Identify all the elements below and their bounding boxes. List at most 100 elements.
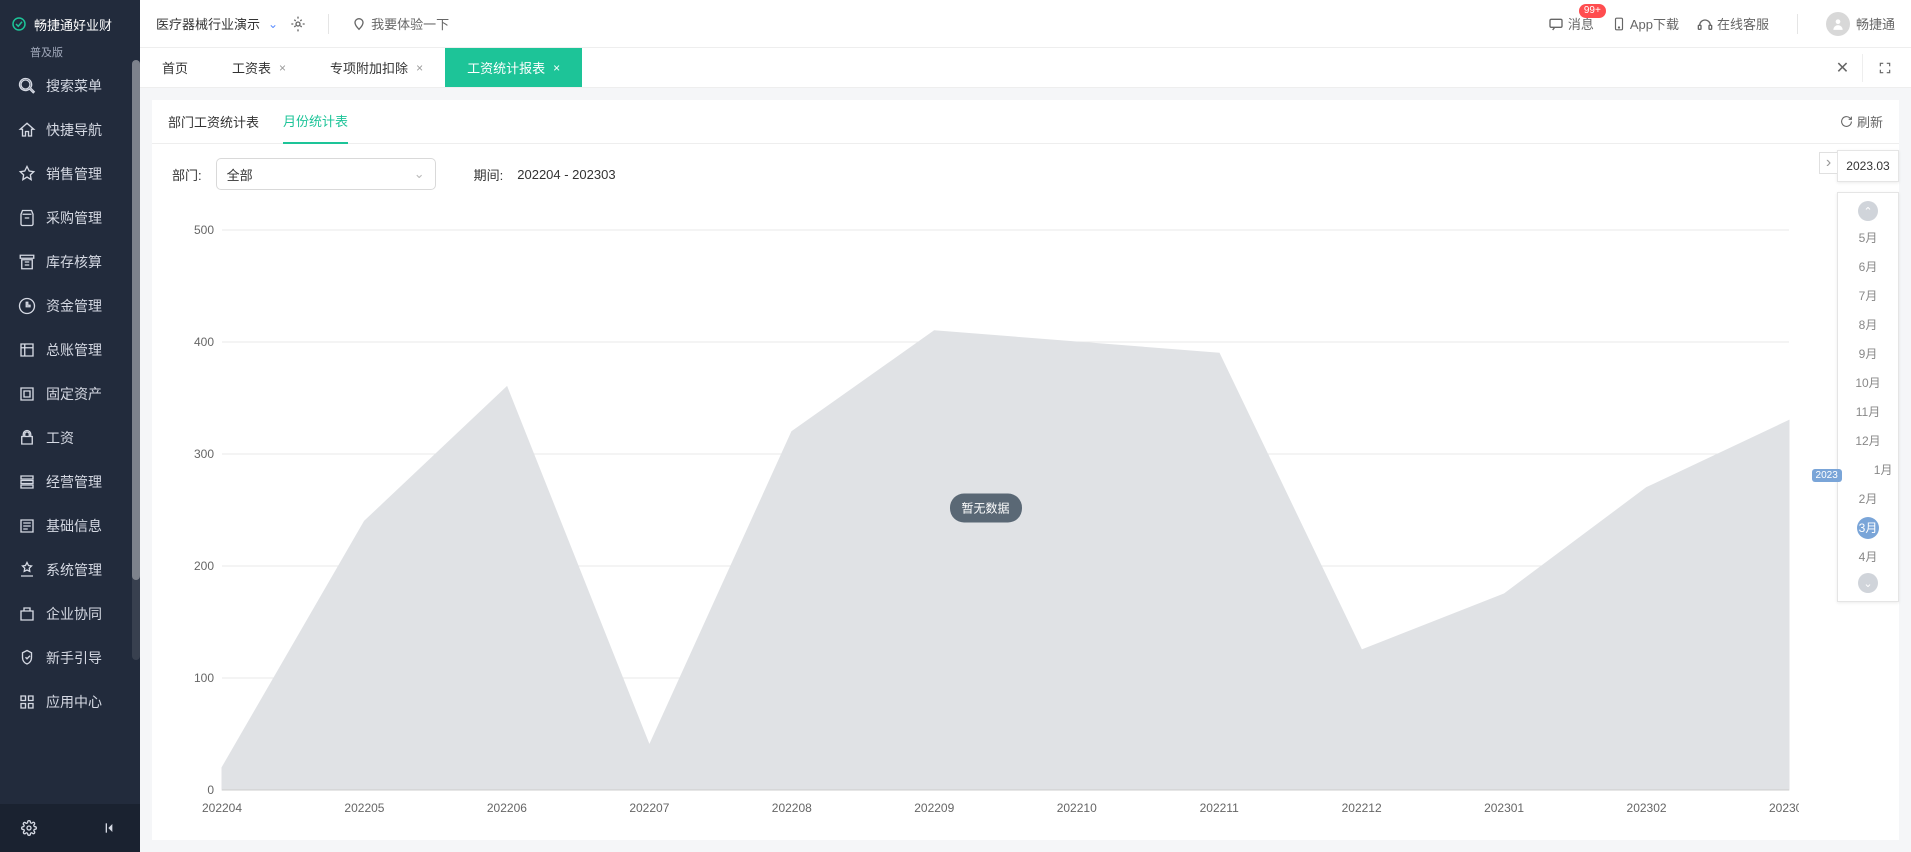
month-item[interactable]: 9月 [1838,339,1898,368]
month-item[interactable]: 6月 [1838,252,1898,281]
tab-label: 工资表 [232,58,271,77]
sidebar-item-13[interactable]: 新手引导 [0,636,140,680]
message-button[interactable]: 消息 99+ [1548,14,1594,33]
sidebar-item-2[interactable]: 销售管理 [0,152,140,196]
sidebar-item-8[interactable]: 工资 [0,416,140,460]
sidebar-item-6[interactable]: 总账管理 [0,328,140,372]
svg-text:202301: 202301 [1484,801,1524,815]
nav-label: 快捷导航 [46,120,102,140]
nav-icon [18,297,36,315]
dept-select[interactable]: 全部 ⌄ [216,158,436,190]
sidebar-item-12[interactable]: 企业协同 [0,592,140,636]
tab-3[interactable]: 工资统计报表 × [445,48,582,87]
sidebar-item-0[interactable]: 搜索菜单 [0,64,140,108]
try-button[interactable]: 我要体验一下 [351,14,449,33]
scroll-up-button[interactable]: ⌃ [1858,201,1878,221]
nav-icon [18,649,36,667]
period-value: 202204 - 202303 [517,167,615,182]
sidebar-item-5[interactable]: 资金管理 [0,284,140,328]
svg-text:202211: 202211 [1200,801,1239,815]
nav-label: 资金管理 [46,296,102,316]
svg-text:202303: 202303 [1769,801,1799,815]
sub-tab-month[interactable]: 月份统计表 [283,99,348,144]
nav-label: 新手引导 [46,648,102,668]
edition-badge: 普及版 [0,44,140,60]
close-icon[interactable]: × [416,61,423,75]
settings-icon[interactable] [20,819,38,837]
month-list: ⌃ 5月6月7月8月9月10月11月12月20231月2月3月4月 ⌄ [1837,192,1899,602]
chevron-down-icon: ⌄ [414,166,425,182]
tab-1[interactable]: 工资表 × [210,48,308,87]
close-icon[interactable]: × [279,61,286,75]
close-tabs-button[interactable]: ✕ [1835,54,1863,82]
svg-text:0: 0 [207,783,214,797]
month-item[interactable]: 4月 [1838,542,1898,571]
main: 部门工资统计表 月份统计表 刷新 部门: 全部 ⌄ 期间: 202204 - 2… [140,88,1911,852]
month-item[interactable]: 11月 [1838,397,1898,426]
nav-label: 经营管理 [46,472,102,492]
tab-label: 专项附加扣除 [330,58,408,77]
divider [1797,14,1798,34]
month-item[interactable]: 2月 [1838,484,1898,513]
nav-icon [18,473,36,491]
sub-tab-dept[interactable]: 部门工资统计表 [168,100,259,143]
nav-label: 应用中心 [46,692,102,712]
svg-text:202208: 202208 [772,801,812,815]
sidebar-item-14[interactable]: 应用中心 [0,680,140,724]
nav-label: 工资 [46,428,74,448]
nav-label: 销售管理 [46,164,102,184]
gear-icon[interactable] [290,16,306,32]
svg-text:202210: 202210 [1057,801,1097,815]
month-item[interactable]: 10月 [1838,368,1898,397]
chart: 0100200300400500202204202205202206202207… [172,220,1799,820]
nav-icon [18,605,36,623]
tab-0[interactable]: 首页 [140,48,210,87]
svg-text:100: 100 [194,671,214,685]
scroll-down-button[interactable]: ⌄ [1858,573,1878,593]
user-menu[interactable]: 畅捷通 [1826,12,1895,36]
nav-icon [18,693,36,711]
month-item[interactable]: 3月 [1838,513,1898,542]
sidebar-item-4[interactable]: 库存核算 [0,240,140,284]
month-item[interactable]: 5月 [1838,223,1898,252]
filters: 部门: 全部 ⌄ 期间: 202204 - 202303 [152,144,1899,204]
sidebar-item-7[interactable]: 固定资产 [0,372,140,416]
message-badge: 99+ [1579,4,1606,18]
month-item[interactable]: 7月 [1838,281,1898,310]
month-item[interactable]: 12月 [1838,426,1898,455]
collapse-icon[interactable] [102,819,120,837]
tab-label: 工资统计报表 [467,58,545,77]
sidebar-item-1[interactable]: 快捷导航 [0,108,140,152]
date-rail: › 2023.03 ⌃ 5月6月7月8月9月10月11月12月20231月2月3… [1837,100,1899,840]
company-select[interactable]: 医疗器械行业演示 ⌄ [156,14,278,33]
header-right: 消息 99+ App下载 在线客服 畅捷通 [1548,12,1895,36]
nav-label: 基础信息 [46,516,102,536]
nav-label: 总账管理 [46,340,102,360]
sub-tabs: 部门工资统计表 月份统计表 刷新 [152,100,1899,144]
dept-label: 部门: [172,165,202,184]
svg-text:202207: 202207 [629,801,669,815]
sidebar-item-9[interactable]: 经营管理 [0,460,140,504]
tab-2[interactable]: 专项附加扣除 × [308,48,445,87]
month-item[interactable]: 20231月 [1838,455,1898,484]
sidebar-scroll-thumb[interactable] [132,60,140,580]
tab-label: 首页 [162,58,188,77]
avatar-icon [1826,12,1850,36]
sidebar-item-11[interactable]: 系统管理 [0,548,140,592]
sidebar-scrollbar[interactable] [132,60,140,660]
nav-icon [18,209,36,227]
sidebar-item-3[interactable]: 采购管理 [0,196,140,240]
rail-collapse-button[interactable]: › [1819,152,1837,174]
logo: 畅捷通好业财 [0,0,140,48]
month-item[interactable]: 8月 [1838,310,1898,339]
app-download-button[interactable]: App下载 [1612,14,1679,33]
svg-text:500: 500 [194,223,214,237]
nav-icon [18,77,36,95]
current-period[interactable]: 2023.03 [1837,150,1899,182]
fullscreen-button[interactable] [1871,54,1899,82]
service-button[interactable]: 在线客服 [1697,14,1769,33]
nav-icon [18,341,36,359]
close-icon[interactable]: × [553,61,560,75]
nav-list: 搜索菜单快捷导航销售管理采购管理库存核算资金管理总账管理固定资产工资经营管理基础… [0,64,140,804]
sidebar-item-10[interactable]: 基础信息 [0,504,140,548]
